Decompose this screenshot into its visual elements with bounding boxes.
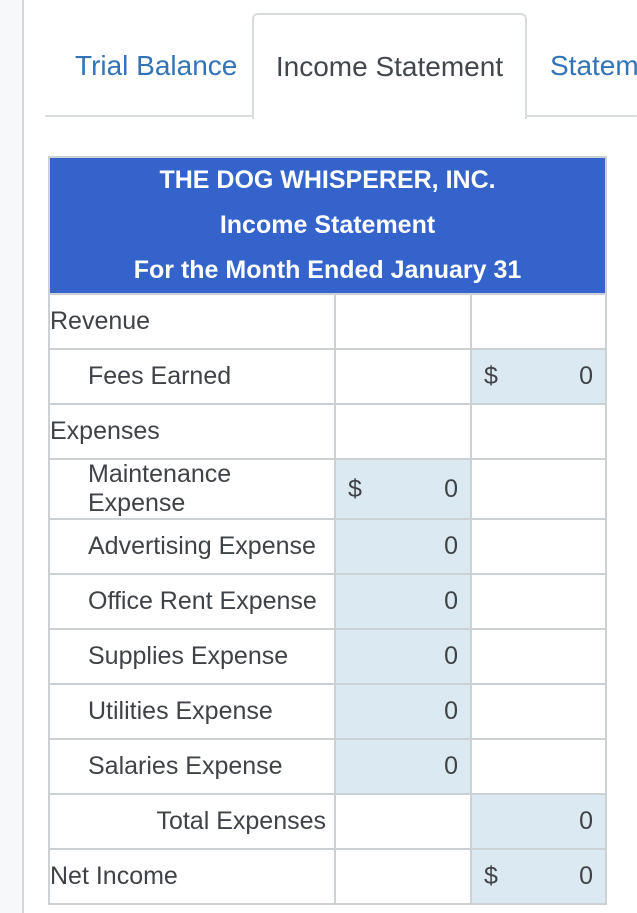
income-statement-table: THE DOG WHISPERER, INC. Income Statement… [47, 156, 608, 905]
row-net-income: Net Income $ 0 [48, 848, 608, 905]
main-content: Trial Balance Income Statement Statement… [24, 0, 637, 913]
row-label: Advertising Expense [48, 518, 336, 575]
row-label: Maintenance Expense [48, 458, 336, 520]
empty-cell [469, 403, 608, 460]
row-advertising-expense: Advertising Expense 0 [48, 518, 608, 575]
amount-input-cell[interactable]: $ 0 [334, 458, 472, 520]
statement-period: For the Month Ended January 31 [133, 256, 522, 284]
amount-value: 0 [579, 807, 594, 835]
row-maintenance-expense: Maintenance Expense $ 0 [48, 458, 608, 520]
row-label: Expenses [48, 403, 336, 460]
row-label: Utilities Expense [48, 683, 336, 740]
row-office-rent-expense: Office Rent Expense 0 [48, 573, 608, 630]
statement-header-row: THE DOG WHISPERER, INC. Income Statement… [47, 156, 608, 295]
amount-input-cell[interactable]: 0 [334, 683, 472, 740]
amount-value: 0 [444, 752, 458, 780]
empty-cell [334, 848, 472, 905]
amount-value: 0 [579, 862, 594, 890]
dollar-sign: $ [484, 362, 498, 390]
tab-bar: Trial Balance Income Statement Statement [24, 0, 637, 119]
row-label: Office Rent Expense [48, 573, 336, 630]
empty-cell [469, 293, 608, 350]
amount-total-cell[interactable]: $ 0 [469, 848, 608, 905]
row-utilities-expense: Utilities Expense 0 [48, 683, 608, 740]
amount-value: 0 [444, 697, 458, 725]
row-revenue: Revenue [48, 293, 608, 350]
row-label: Revenue [48, 293, 336, 350]
amount-input-cell[interactable]: $ 0 [469, 348, 608, 405]
empty-cell [334, 293, 472, 350]
empty-cell [469, 738, 608, 795]
amount-value: 0 [444, 532, 458, 560]
empty-cell [334, 403, 472, 460]
row-fees-earned: Fees Earned $ 0 [48, 348, 608, 405]
dollar-sign: $ [348, 474, 362, 503]
amount-value: 0 [444, 642, 458, 670]
empty-cell [469, 458, 608, 520]
statement-header: THE DOG WHISPERER, INC. Income Statement… [47, 156, 608, 295]
company-name: THE DOG WHISPERER, INC. [159, 166, 496, 194]
row-label: Fees Earned [48, 348, 336, 405]
amount-input-cell[interactable]: 0 [334, 628, 472, 685]
row-expenses: Expenses [48, 403, 608, 460]
row-label: Net Income [48, 848, 336, 905]
amount-value: 0 [444, 474, 458, 503]
amount-value: 0 [444, 587, 458, 615]
empty-cell [469, 628, 608, 685]
empty-cell [469, 573, 608, 630]
empty-cell [334, 348, 472, 405]
statement-title: Income Statement [219, 211, 436, 239]
left-panel-edge [0, 0, 24, 913]
row-label: Total Expenses [48, 793, 336, 850]
amount-input-cell[interactable]: 0 [334, 573, 472, 630]
row-label: Salaries Expense [48, 738, 336, 795]
empty-cell [469, 683, 608, 740]
tab-statement-of[interactable]: Statement [550, 50, 637, 81]
row-supplies-expense: Supplies Expense 0 [48, 628, 608, 685]
empty-cell [469, 518, 608, 575]
empty-cell [334, 793, 472, 850]
row-total-expenses: Total Expenses 0 [48, 793, 608, 850]
amount-value: 0 [579, 362, 594, 390]
amount-input-cell[interactable]: 0 [334, 738, 472, 795]
amount-total-cell[interactable]: 0 [469, 793, 608, 850]
amount-input-cell[interactable]: 0 [334, 518, 472, 575]
dollar-sign: $ [484, 862, 498, 890]
tab-trial-balance[interactable]: Trial Balance [75, 50, 238, 81]
row-salaries-expense: Salaries Expense 0 [48, 738, 608, 795]
tab-income-statement[interactable]: Income Statement [252, 13, 527, 119]
row-label: Supplies Expense [48, 628, 336, 685]
